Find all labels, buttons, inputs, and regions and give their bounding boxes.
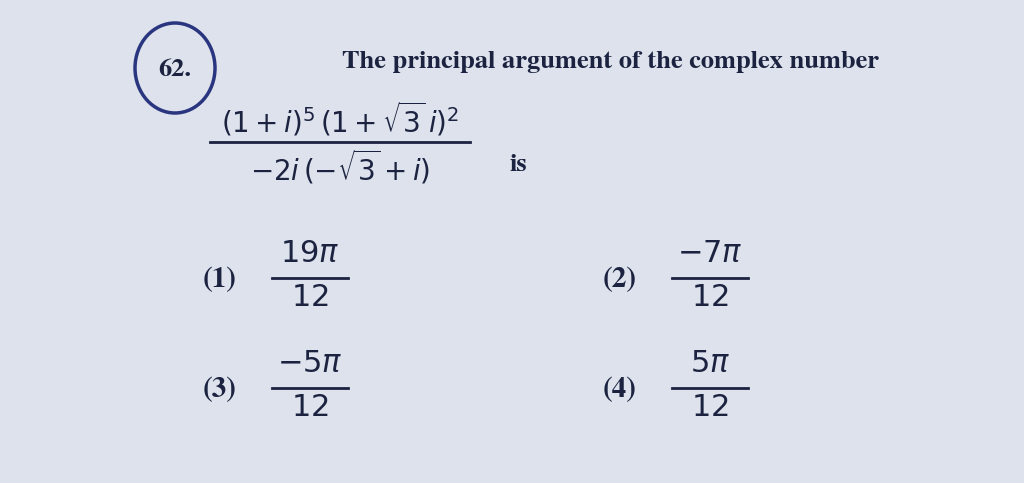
Text: $12$: $12$ [691, 395, 729, 422]
Text: (3): (3) [203, 377, 237, 403]
Text: $12$: $12$ [691, 285, 729, 312]
Text: $5\pi$: $5\pi$ [690, 351, 730, 378]
Text: $(1+i)^5\,(1+\sqrt{3}\,i)^2$: $(1+i)^5\,(1+\sqrt{3}\,i)^2$ [221, 99, 459, 138]
Text: (1): (1) [203, 267, 237, 293]
Text: is: is [510, 154, 527, 176]
Text: $12$: $12$ [291, 395, 329, 422]
Text: 62.: 62. [159, 59, 191, 81]
Text: $-2i\,(-\sqrt{3}+i)$: $-2i\,(-\sqrt{3}+i)$ [250, 148, 430, 186]
Text: $-7\pi$: $-7\pi$ [677, 241, 742, 268]
Text: $-5\pi$: $-5\pi$ [278, 351, 343, 378]
Text: (2): (2) [603, 267, 637, 293]
Text: (4): (4) [603, 377, 637, 403]
Text: The principal argument of the complex number: The principal argument of the complex nu… [341, 51, 879, 73]
Text: $12$: $12$ [291, 285, 329, 312]
Text: $19\pi$: $19\pi$ [281, 241, 340, 268]
